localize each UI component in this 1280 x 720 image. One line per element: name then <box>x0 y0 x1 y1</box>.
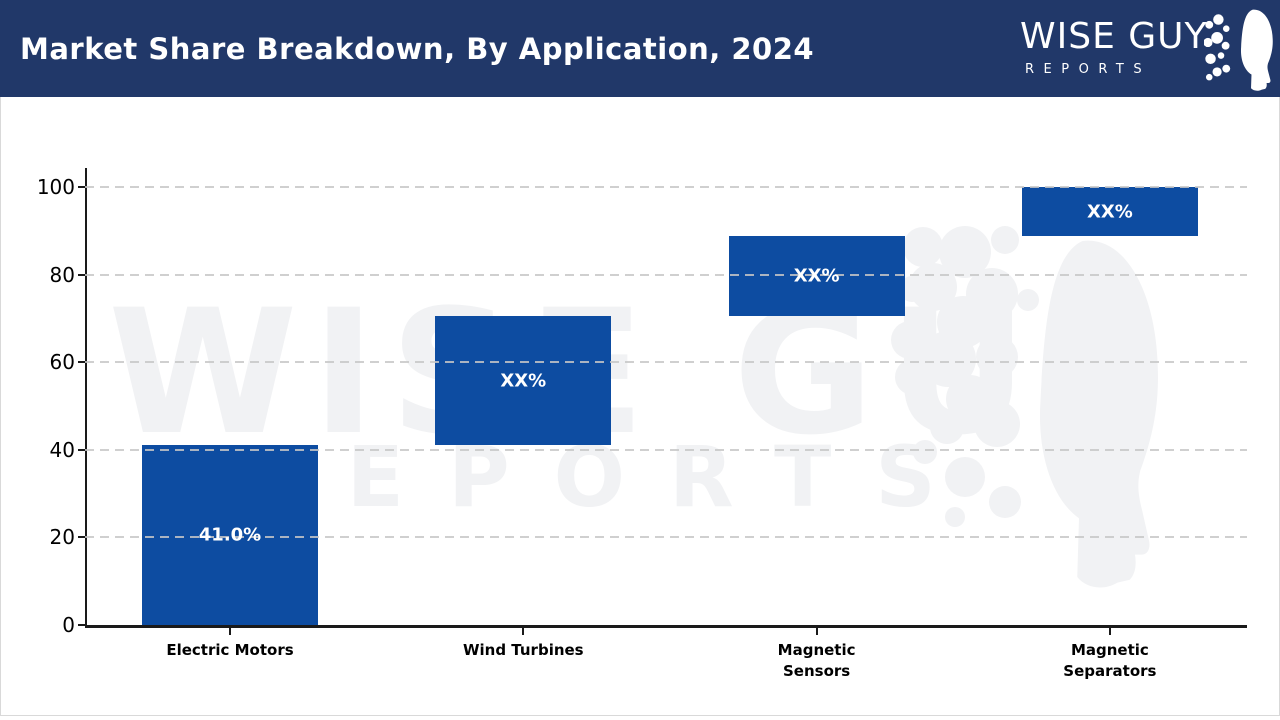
y-axis-tick-mark <box>78 536 85 539</box>
y-axis-tick-label: 40 <box>49 437 75 462</box>
bar-value-label: XX% <box>500 370 547 392</box>
y-axis-tick-mark <box>78 624 85 626</box>
bar-electric-motors <box>142 445 318 625</box>
brand-logo-head-icon <box>1204 9 1273 91</box>
gridline-y-60 <box>85 361 1247 364</box>
y-axis-tick-label: 20 <box>49 525 75 550</box>
bar-wind-turbines <box>435 316 612 446</box>
y-axis-tick-mark <box>78 448 85 451</box>
x-axis-category-label: Magnetic Sensors <box>777 641 856 680</box>
y-axis-tick-mark <box>78 186 85 188</box>
bar-value-label: XX% <box>793 265 840 287</box>
brand-logo-tagline: REPORTS <box>1025 62 1152 77</box>
y-axis-tick-label: 0 <box>62 613 75 637</box>
bar-value-label: 41.0% <box>198 524 262 546</box>
gridline-y-20 <box>85 536 1247 539</box>
header-bar: Market Share Breakdown, By Application, … <box>0 0 1280 97</box>
watermark-head-profile <box>891 226 1158 588</box>
brand-logo-name: WISE GUY <box>1020 16 1208 57</box>
x-axis-line <box>85 625 1247 628</box>
x-axis-category-label: Wind Turbines <box>462 641 584 659</box>
x-axis-tick-mark <box>229 628 231 635</box>
bar-magnetic-sensors <box>728 236 905 317</box>
chart-title: Market Share Breakdown, By Application, … <box>20 32 815 66</box>
gridline-y-100 <box>85 186 1247 188</box>
x-axis-category-label: Electric Motors <box>166 641 294 659</box>
y-axis-line <box>85 168 87 627</box>
x-axis-tick-mark <box>815 628 818 635</box>
x-axis-tick-mark <box>1108 628 1111 635</box>
x-axis-tick-mark <box>522 628 525 635</box>
x-axis-category-label: Magnetic Separators <box>1063 641 1157 680</box>
y-axis-tick-label: 100 <box>36 175 75 199</box>
bar-magnetic-separators <box>1021 187 1198 237</box>
y-axis-tick-label: 60 <box>49 350 75 375</box>
y-axis-tick-mark <box>78 361 85 364</box>
y-axis-tick-mark <box>78 273 85 276</box>
y-axis-tick-label: 80 <box>49 262 75 287</box>
gridline-y-80 <box>85 273 1247 276</box>
brand-logo: WISE GUY REPORTS <box>1020 6 1273 92</box>
gridline-y-40 <box>85 448 1247 451</box>
bar-value-label: XX% <box>1086 201 1133 223</box>
